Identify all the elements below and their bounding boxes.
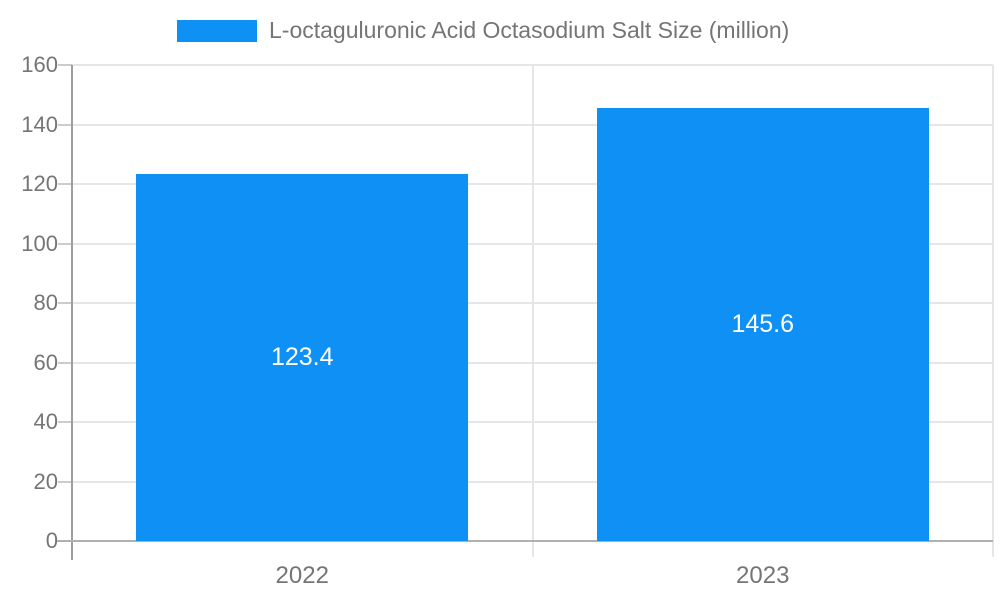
y-axis-label: 20 <box>33 468 58 494</box>
y-axis-label: 80 <box>33 290 58 315</box>
y-tick-mark <box>58 302 72 304</box>
y-tick-mark <box>58 242 72 245</box>
y-axis-label: 160 <box>21 52 58 77</box>
legend-swatch <box>177 19 257 42</box>
y-axis-label: 100 <box>21 230 58 256</box>
y-tick-mark <box>58 421 72 423</box>
y-axis-line <box>71 65 73 560</box>
bar-value-label: 145.6 <box>731 310 795 339</box>
bar-2022[interactable] <box>136 173 469 541</box>
y-tick-mark <box>58 480 72 483</box>
bar-2023[interactable] <box>596 107 929 541</box>
bar-value-label: 123.4 <box>270 343 334 372</box>
y-tick-mark <box>58 361 72 364</box>
y-tick-mark <box>58 123 72 126</box>
gridline-x <box>531 65 534 557</box>
x-axis-label: 2023 <box>736 562 790 589</box>
y-axis-label: 60 <box>33 349 58 375</box>
x-axis-line <box>57 540 993 542</box>
legend-label: L-octaguluronic Acid Octasodium Salt Siz… <box>269 17 790 43</box>
x-axis-label: 2022 <box>275 562 329 589</box>
y-axis-label: 40 <box>33 409 58 434</box>
y-axis-label: 0 <box>45 528 58 553</box>
y-tick-mark <box>58 64 72 66</box>
y-tick-mark <box>58 183 72 185</box>
gridline-x <box>992 65 994 557</box>
y-axis-label: 140 <box>21 111 58 137</box>
chart-legend-item[interactable]: L-octaguluronic Acid Octasodium Salt Siz… <box>177 17 789 44</box>
y-axis-label: 120 <box>21 171 58 196</box>
